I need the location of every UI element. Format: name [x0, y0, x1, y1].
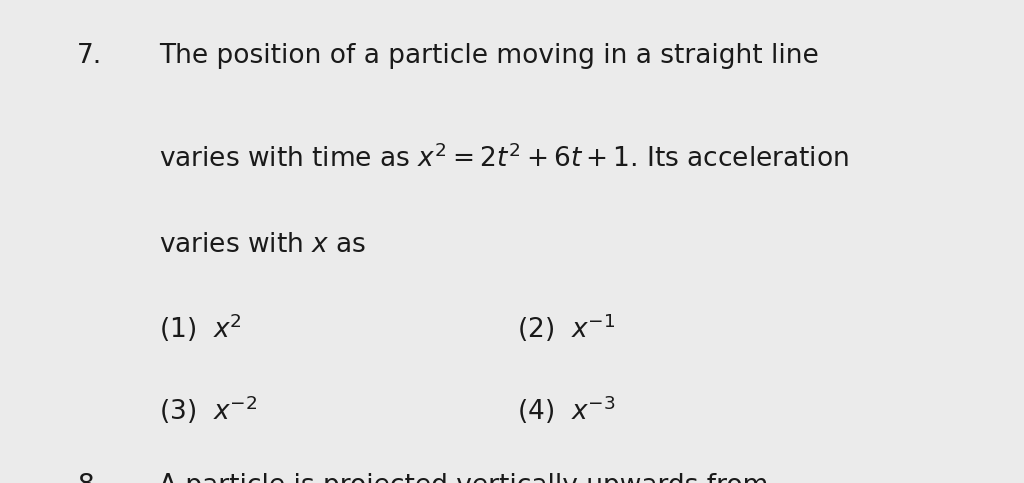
- Text: 7.: 7.: [77, 43, 102, 70]
- Text: varies with $x$ as: varies with $x$ as: [159, 232, 366, 258]
- Text: varies with time as $x^2 = 2t^2 + 6t + 1$. Its acceleration: varies with time as $x^2 = 2t^2 + 6t + 1…: [159, 145, 849, 173]
- Text: 8.: 8.: [77, 473, 102, 483]
- Text: (2)  $x^{-1}$: (2) $x^{-1}$: [517, 312, 615, 344]
- Text: A particle is projected vertically upwards from: A particle is projected vertically upwar…: [159, 473, 768, 483]
- Text: (1)  $x^2$: (1) $x^2$: [159, 312, 242, 344]
- Text: The position of a particle moving in a straight line: The position of a particle moving in a s…: [159, 43, 818, 70]
- Text: (4)  $x^{-3}$: (4) $x^{-3}$: [517, 394, 615, 426]
- Text: (3)  $x^{-2}$: (3) $x^{-2}$: [159, 394, 257, 426]
